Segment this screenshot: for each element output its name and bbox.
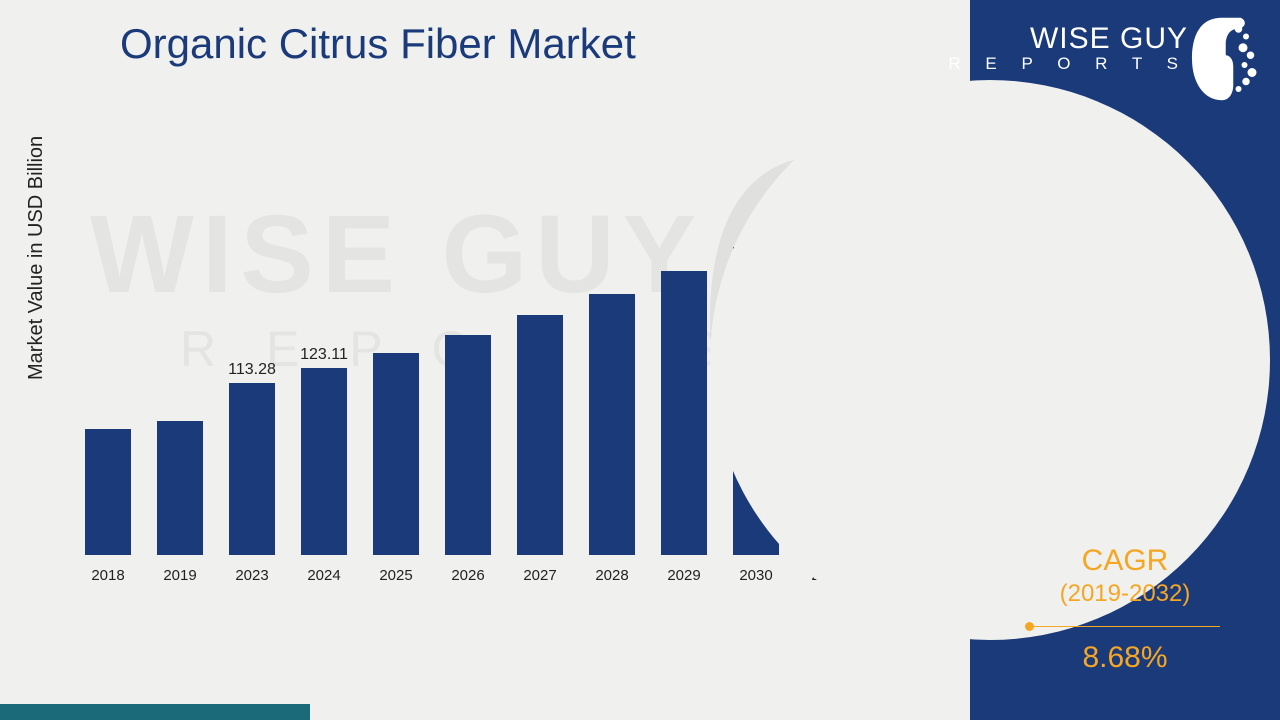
bar-slot — [72, 429, 144, 555]
x-tick-label: 2025 — [360, 567, 432, 584]
bar — [157, 421, 203, 555]
x-tick-label: 2027 — [504, 567, 576, 584]
x-tick-label: 2026 — [432, 567, 504, 584]
x-tick-label: 2024 — [288, 567, 360, 584]
x-tick-label: 2029 — [648, 567, 720, 584]
bar — [229, 383, 275, 555]
bar — [445, 335, 491, 555]
logo-face-icon — [1182, 14, 1262, 104]
cagr-block: CAGR (2019-2032) 8.68% — [990, 544, 1260, 675]
cagr-label: CAGR — [990, 544, 1260, 578]
bar-slot — [504, 315, 576, 555]
x-tick-label: 2018 — [72, 567, 144, 584]
x-tick-label: 2023 — [216, 567, 288, 584]
bar — [373, 353, 419, 555]
x-tick-label: 2028 — [576, 567, 648, 584]
cagr-divider — [1030, 626, 1220, 627]
bar — [85, 429, 131, 555]
y-axis-label: Market Value in USD Billion — [25, 136, 48, 380]
bar — [589, 294, 635, 555]
chart-title: Organic Citrus Fiber Market — [120, 20, 636, 68]
bar-slot: 123.11 — [288, 368, 360, 555]
bar-value-label: 123.11 — [300, 346, 348, 364]
cagr-value: 8.68% — [990, 641, 1260, 675]
logo-text-line2: R E P O R T S — [948, 54, 1188, 74]
x-tick-label: 2019 — [144, 567, 216, 584]
bar-value-label: 113.28 — [228, 361, 276, 379]
bottom-accent-strip — [0, 704, 310, 720]
brand-logo: WISE GUY R E P O R T S — [1020, 22, 1260, 74]
bar — [301, 368, 347, 555]
bar-slot — [360, 353, 432, 555]
bar-slot — [432, 335, 504, 555]
bar-slot — [576, 294, 648, 555]
side-panel: WISE GUY R E P O R T S CAGR (2019-2032) … — [970, 0, 1280, 720]
bar — [517, 315, 563, 555]
bar-slot — [144, 421, 216, 555]
bar-slot — [648, 271, 720, 555]
bar-slot: 113.28 — [216, 383, 288, 555]
cagr-years: (2019-2032) — [990, 580, 1260, 608]
bar — [661, 271, 707, 555]
x-tick-label: 2030 — [720, 567, 792, 584]
logo-text-line1: WISE GUY — [948, 22, 1188, 56]
